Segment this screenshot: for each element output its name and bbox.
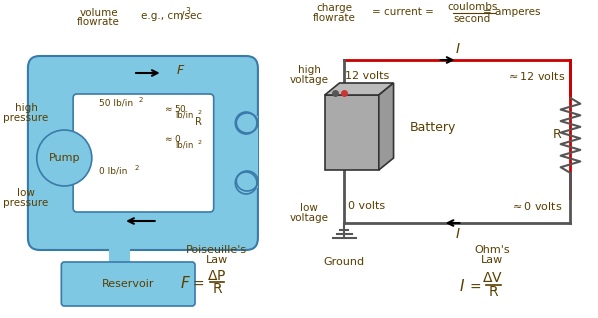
Text: 12 volts: 12 volts [345,71,389,81]
Text: 2: 2 [134,165,139,171]
Polygon shape [325,83,393,95]
Circle shape [36,130,92,186]
Text: Law: Law [481,255,503,265]
Text: high: high [298,65,321,75]
Text: 2: 2 [198,109,202,114]
Text: $I$: $I$ [454,42,460,56]
Text: = amperes: = amperes [483,7,540,17]
Text: $I$: $I$ [459,278,465,294]
Text: 2: 2 [198,140,202,144]
Text: voltage: voltage [289,213,328,223]
Text: flowrate: flowrate [313,13,356,23]
Text: high: high [14,103,38,113]
Text: Pump: Pump [48,153,80,163]
Text: $F$: $F$ [176,64,185,77]
Text: 3: 3 [186,6,191,16]
Text: $\approx$12 volts: $\approx$12 volts [507,70,566,82]
Text: 2: 2 [139,97,144,103]
Text: $\Delta$V: $\Delta$V [483,271,504,285]
Text: Ground: Ground [324,257,365,267]
FancyBboxPatch shape [62,262,195,306]
Text: $F$: $F$ [180,275,191,291]
Text: Ohm's: Ohm's [474,245,509,255]
Text: 50 lb/in: 50 lb/in [99,99,133,107]
Circle shape [42,136,86,180]
FancyBboxPatch shape [28,56,258,250]
Polygon shape [379,83,393,170]
Text: R: R [553,128,561,142]
Text: $I$: $I$ [454,227,460,241]
Text: pressure: pressure [4,113,48,123]
Bar [108,226,130,266]
Ellipse shape [235,172,257,194]
Text: e.g., cm: e.g., cm [142,11,184,21]
Text: low: low [17,188,35,198]
Text: low: low [300,203,318,213]
Text: Battery: Battery [410,121,456,135]
Text: 0 volts: 0 volts [349,201,386,211]
Text: R: R [195,117,202,127]
Bar [236,116,258,188]
Text: lb/in: lb/in [175,141,194,149]
Text: Law: Law [206,255,228,265]
Text: second: second [453,14,491,24]
Text: 0 lb/in: 0 lb/in [99,167,127,176]
Text: R: R [489,285,499,299]
FancyBboxPatch shape [73,94,213,212]
Ellipse shape [235,112,257,134]
Text: $=$: $=$ [190,276,205,290]
Bar [325,95,379,170]
Text: /sec: /sec [182,11,203,21]
Text: $\approx$0 volts: $\approx$0 volts [510,200,562,212]
Text: $\approx$0: $\approx$0 [163,133,181,143]
Text: $\approx$50: $\approx$50 [163,102,187,114]
Text: charge: charge [316,3,353,13]
Text: Reservoir: Reservoir [102,279,154,289]
Text: Poiseuille's: Poiseuille's [186,245,247,255]
Text: $\Delta$P: $\Delta$P [207,269,226,283]
Text: lb/in: lb/in [175,110,194,120]
Text: $=$: $=$ [467,279,481,293]
Text: flowrate: flowrate [77,17,120,27]
Text: coulombs: coulombs [447,2,498,12]
Text: pressure: pressure [4,198,48,208]
Text: R: R [213,282,222,296]
Text: = current =: = current = [373,7,434,17]
Text: volume: volume [80,8,118,18]
Text: voltage: voltage [289,75,328,85]
